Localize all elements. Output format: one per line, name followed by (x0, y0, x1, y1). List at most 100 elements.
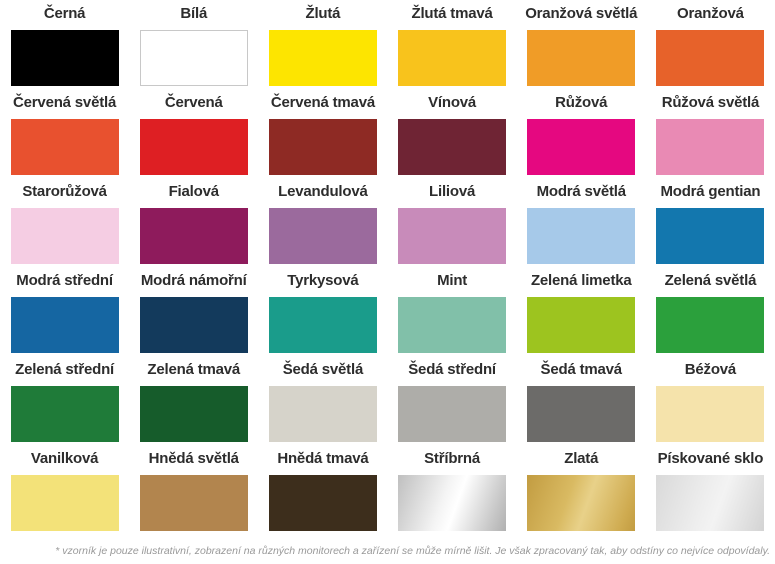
color-swatch (139, 30, 248, 86)
swatch-label: Zelená tmavá (147, 361, 241, 378)
swatch-cell: Hnědá světlá (129, 450, 258, 539)
swatch-label: Modrá střední (16, 272, 113, 289)
swatch-cell: Oranžová (646, 5, 775, 94)
swatch-cell: Růžová (517, 94, 646, 183)
color-swatch (10, 30, 119, 86)
swatch-cell: Mint (388, 272, 517, 361)
color-swatch (268, 386, 377, 442)
color-swatch (656, 386, 765, 442)
color-swatch (139, 208, 248, 264)
color-swatch (398, 475, 507, 531)
swatch-cell: Stříbrná (388, 450, 517, 539)
swatch-cell: Béžová (646, 361, 775, 450)
swatch-label: Vínová (428, 94, 477, 111)
swatch-label: Zelená světlá (664, 272, 757, 289)
swatch-label: Béžová (684, 361, 737, 378)
swatch-label: Šedá světlá (282, 361, 364, 378)
swatch-label: Růžová (555, 94, 608, 111)
swatch-label: Oranžová (677, 5, 744, 22)
swatch-label: Černá (43, 5, 86, 22)
color-swatch (268, 475, 377, 531)
swatch-label: Zelená limetka (530, 272, 632, 289)
swatch-cell: Starorůžová (0, 183, 129, 272)
swatch-cell: Liliová (388, 183, 517, 272)
swatch-cell: Modrá námořní (129, 272, 258, 361)
color-swatch (268, 208, 377, 264)
footnote: * vzorník je pouze ilustrativní, zobraze… (55, 545, 770, 557)
swatch-label: Hnědá světlá (148, 450, 239, 467)
swatch-cell: Zlatá (517, 450, 646, 539)
swatch-cell: Hnědá tmavá (258, 450, 387, 539)
swatch-cell: Šedá tmavá (517, 361, 646, 450)
color-swatch (527, 208, 636, 264)
color-swatch (527, 386, 636, 442)
color-swatch (527, 119, 636, 175)
swatch-cell: Červená světlá (0, 94, 129, 183)
swatch-grid: Černá Bílá Žlutá Žlutá tmavá Oranžová světlá… (0, 5, 775, 539)
color-swatch (268, 297, 377, 353)
swatch-label: Šedá tmavá (540, 361, 623, 378)
swatch-cell: Šedá světlá (258, 361, 387, 450)
swatch-label: Červená (164, 94, 223, 111)
swatch-label: Růžová světlá (661, 94, 760, 111)
swatch-label: Červená světlá (13, 94, 117, 111)
swatch-label: Pískované sklo (657, 450, 764, 467)
color-swatch (656, 297, 765, 353)
color-swatch (139, 119, 248, 175)
swatch-label: Oranžová světlá (525, 5, 638, 22)
swatch-cell: Žlutá tmavá (388, 5, 517, 94)
color-swatch (656, 30, 765, 86)
swatch-label: Zlatá (564, 450, 599, 467)
swatch-label: Bílá (180, 5, 208, 22)
color-swatch (398, 30, 507, 86)
color-swatch (398, 386, 507, 442)
swatch-cell: Černá (0, 5, 129, 94)
swatch-cell: Zelená limetka (517, 272, 646, 361)
swatch-cell: Oranžová světlá (517, 5, 646, 94)
swatch-label: Liliová (429, 183, 476, 200)
swatch-label: Starorůžová (22, 183, 107, 200)
swatch-cell: Červená tmavá (258, 94, 387, 183)
swatch-label: Fialová (168, 183, 219, 200)
color-swatch (10, 208, 119, 264)
color-swatch (268, 119, 377, 175)
swatch-cell: Zelená střední (0, 361, 129, 450)
color-swatch (398, 208, 507, 264)
swatch-cell: Růžová světlá (646, 94, 775, 183)
swatch-label: Šedá střední (408, 361, 496, 378)
swatch-label: Modrá světlá (536, 183, 627, 200)
swatch-label: Modrá gentian (660, 183, 761, 200)
swatch-cell: Vanilková (0, 450, 129, 539)
color-swatch (139, 297, 248, 353)
color-swatch (527, 30, 636, 86)
swatch-cell: Fialová (129, 183, 258, 272)
swatch-cell: Pískované sklo (646, 450, 775, 539)
color-swatch (527, 297, 636, 353)
swatch-label: Stříbrná (424, 450, 481, 467)
swatch-label: Žlutá (305, 5, 341, 22)
color-swatch (139, 386, 248, 442)
swatch-label: Tyrkysová (287, 272, 359, 289)
swatch-cell: Modrá světlá (517, 183, 646, 272)
swatch-label: Hnědá tmavá (277, 450, 369, 467)
swatch-cell: Levandulová (258, 183, 387, 272)
swatch-cell: Zelená světlá (646, 272, 775, 361)
color-swatch (10, 297, 119, 353)
color-swatch (656, 208, 765, 264)
color-swatch (656, 475, 765, 531)
color-swatch (268, 30, 377, 86)
color-swatch (527, 475, 636, 531)
swatch-label: Zelená střední (15, 361, 115, 378)
color-swatch (398, 297, 507, 353)
swatch-cell: Tyrkysová (258, 272, 387, 361)
swatch-label: Mint (437, 272, 468, 289)
swatch-cell: Červená (129, 94, 258, 183)
swatch-label: Levandulová (278, 183, 368, 200)
color-swatch (10, 119, 119, 175)
color-swatch (656, 119, 765, 175)
swatch-cell: Žlutá (258, 5, 387, 94)
swatch-label: Vanilková (30, 450, 99, 467)
swatch-label: Červená tmavá (270, 94, 375, 111)
color-swatch (398, 119, 507, 175)
